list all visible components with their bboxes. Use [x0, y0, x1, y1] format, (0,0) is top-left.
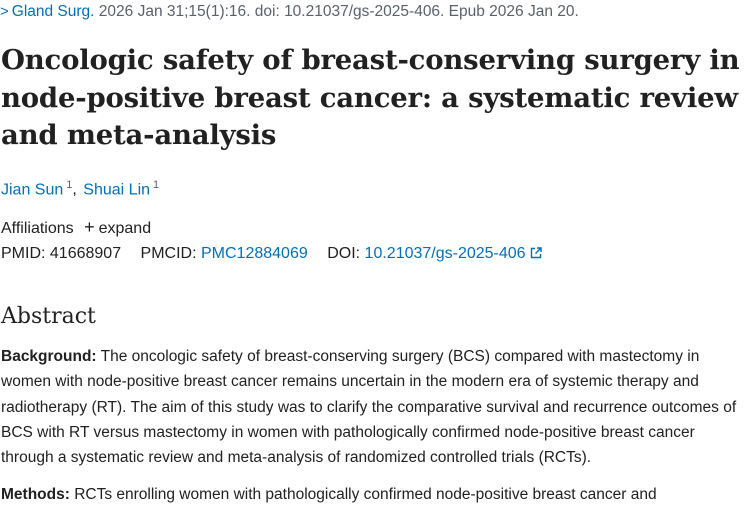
- journal-link[interactable]: Gland Surg.: [11, 3, 95, 20]
- background-label: Background:: [1, 348, 97, 365]
- article-title: Oncologic safety of breast-conserving su…: [1, 44, 740, 151]
- abstract-background: Background: The oncologic safety of brea…: [1, 344, 746, 470]
- abstract-methods: Methods: RCTs enrolling women with patho…: [1, 482, 746, 507]
- pmcid-label: PMCID:: [140, 245, 197, 262]
- abstract-heading: Abstract: [1, 304, 96, 329]
- external-link-icon: [530, 247, 542, 259]
- plus-icon: +: [84, 217, 95, 237]
- affiliations-row: Affiliations + expand: [1, 217, 151, 238]
- author-affiliation-ref[interactable]: 1: [153, 179, 160, 191]
- methods-label: Methods:: [1, 486, 70, 503]
- chevron-right-icon: >: [0, 3, 9, 20]
- doi-value: 10.21037/gs-2025-406: [364, 245, 526, 262]
- author-link-shuai-lin[interactable]: Shuai Lin: [83, 181, 151, 199]
- author-separator: ,: [72, 181, 77, 199]
- author-link-jian-sun[interactable]: Jian Sun: [1, 181, 64, 199]
- affiliations-expand-button[interactable]: + expand: [84, 217, 152, 237]
- identifiers-row: PMID: 41668907 PMCID: PMC12884069 DOI: 1…: [1, 245, 542, 263]
- pmid-label: PMID:: [1, 245, 46, 262]
- citation-line: > Gland Surg. 2026 Jan 31;15(1):16. doi: …: [0, 3, 579, 21]
- doi-label: DOI:: [327, 245, 361, 262]
- pmcid-link[interactable]: PMC12884069: [201, 245, 308, 262]
- doi-link[interactable]: 10.21037/gs-2025-406: [365, 245, 542, 262]
- author-affiliation-ref[interactable]: 1: [66, 179, 73, 191]
- citation-details: 2026 Jan 31;15(1):16. doi: 10.21037/gs-2…: [94, 3, 579, 20]
- background-text: The oncologic safety of breast-conservin…: [1, 348, 737, 467]
- affiliations-label: Affiliations: [1, 220, 74, 237]
- author-list: Jian Sun 1, Shuai Lin 1: [1, 179, 159, 199]
- pmid-value: 41668907: [49, 245, 122, 262]
- methods-text: RCTs enrolling women with pathologically…: [69, 486, 657, 503]
- expand-label: expand: [98, 220, 152, 237]
